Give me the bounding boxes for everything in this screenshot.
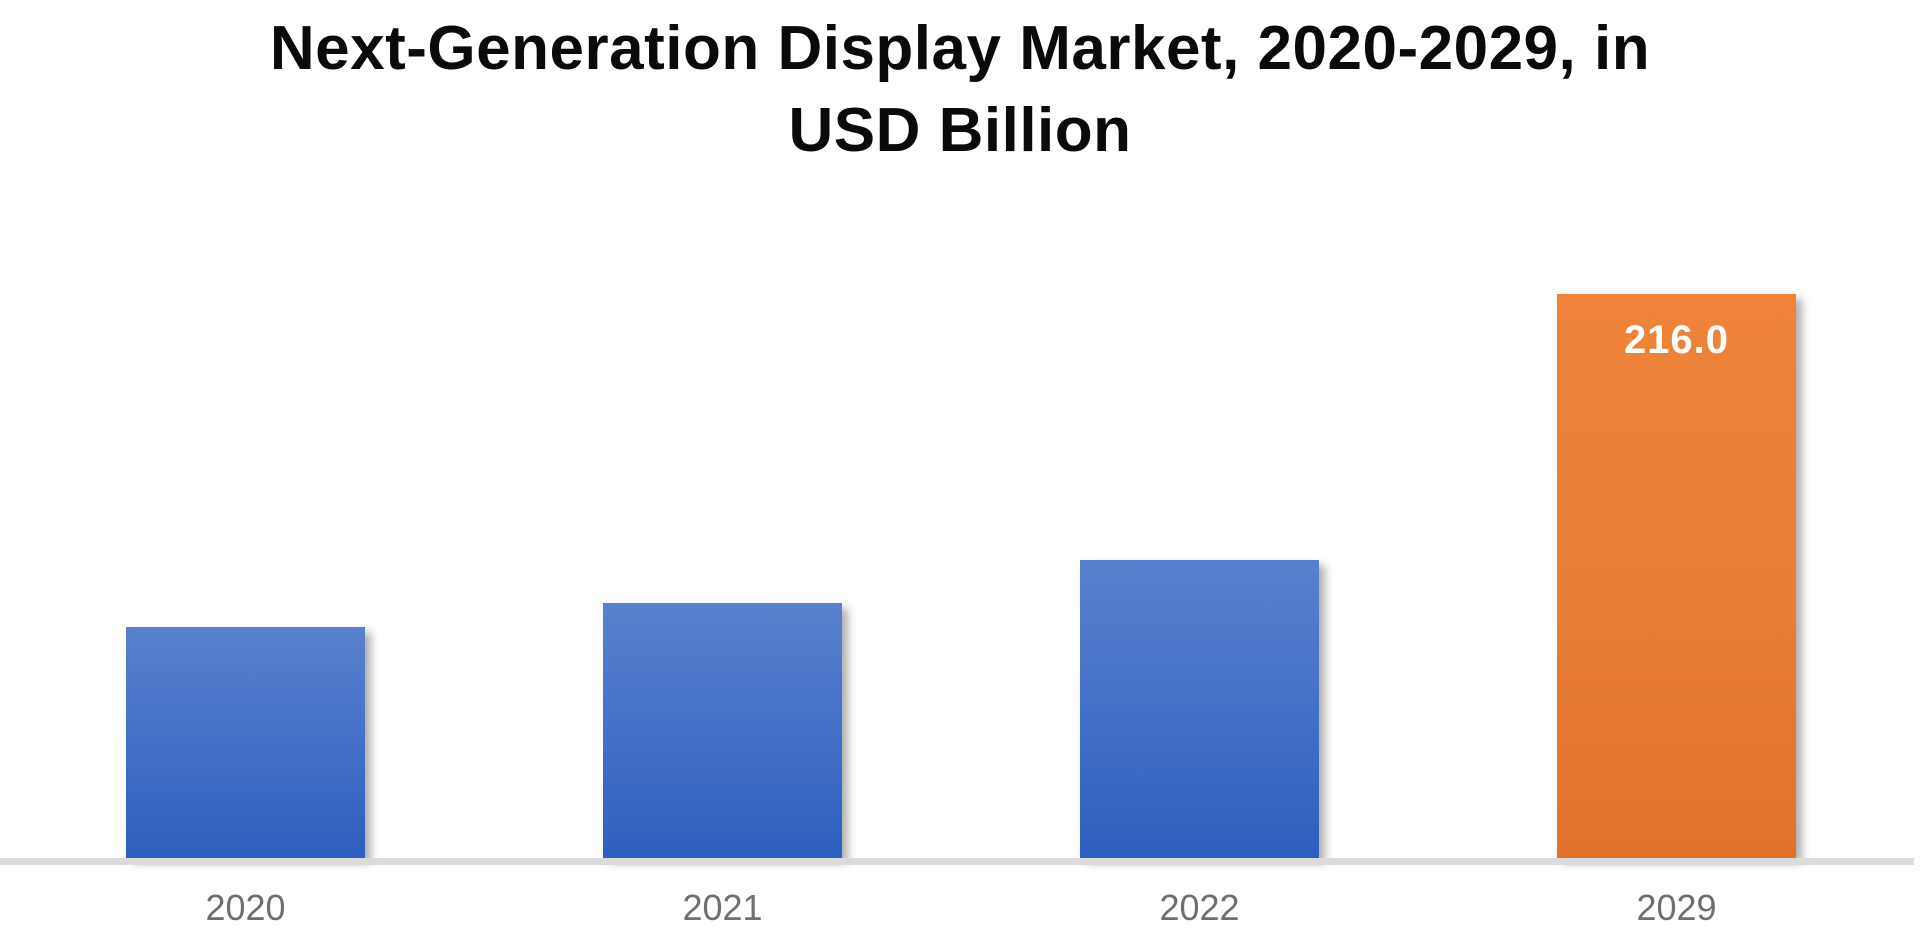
x-axis-line [0,858,1914,865]
chart-title: Next-Generation Display Market, 2020-202… [0,8,1920,172]
bar-2020 [126,627,365,858]
x-axis-label-2022: 2022 [1159,887,1240,928]
chart-title-line-1: Next-Generation Display Market, 2020-202… [269,14,1651,83]
x-axis-label-2029: 2029 [1636,887,1717,928]
chart-title-line-2: USD Billion [788,96,1132,165]
bar-2022 [1080,560,1319,858]
bar-2029: 216.0 [1557,294,1796,858]
bar-value-label-2029: 216.0 [1623,318,1730,362]
bar-2021 [603,603,842,858]
x-axis-label-2021: 2021 [682,887,763,928]
x-axis-label-2020: 2020 [205,887,286,928]
